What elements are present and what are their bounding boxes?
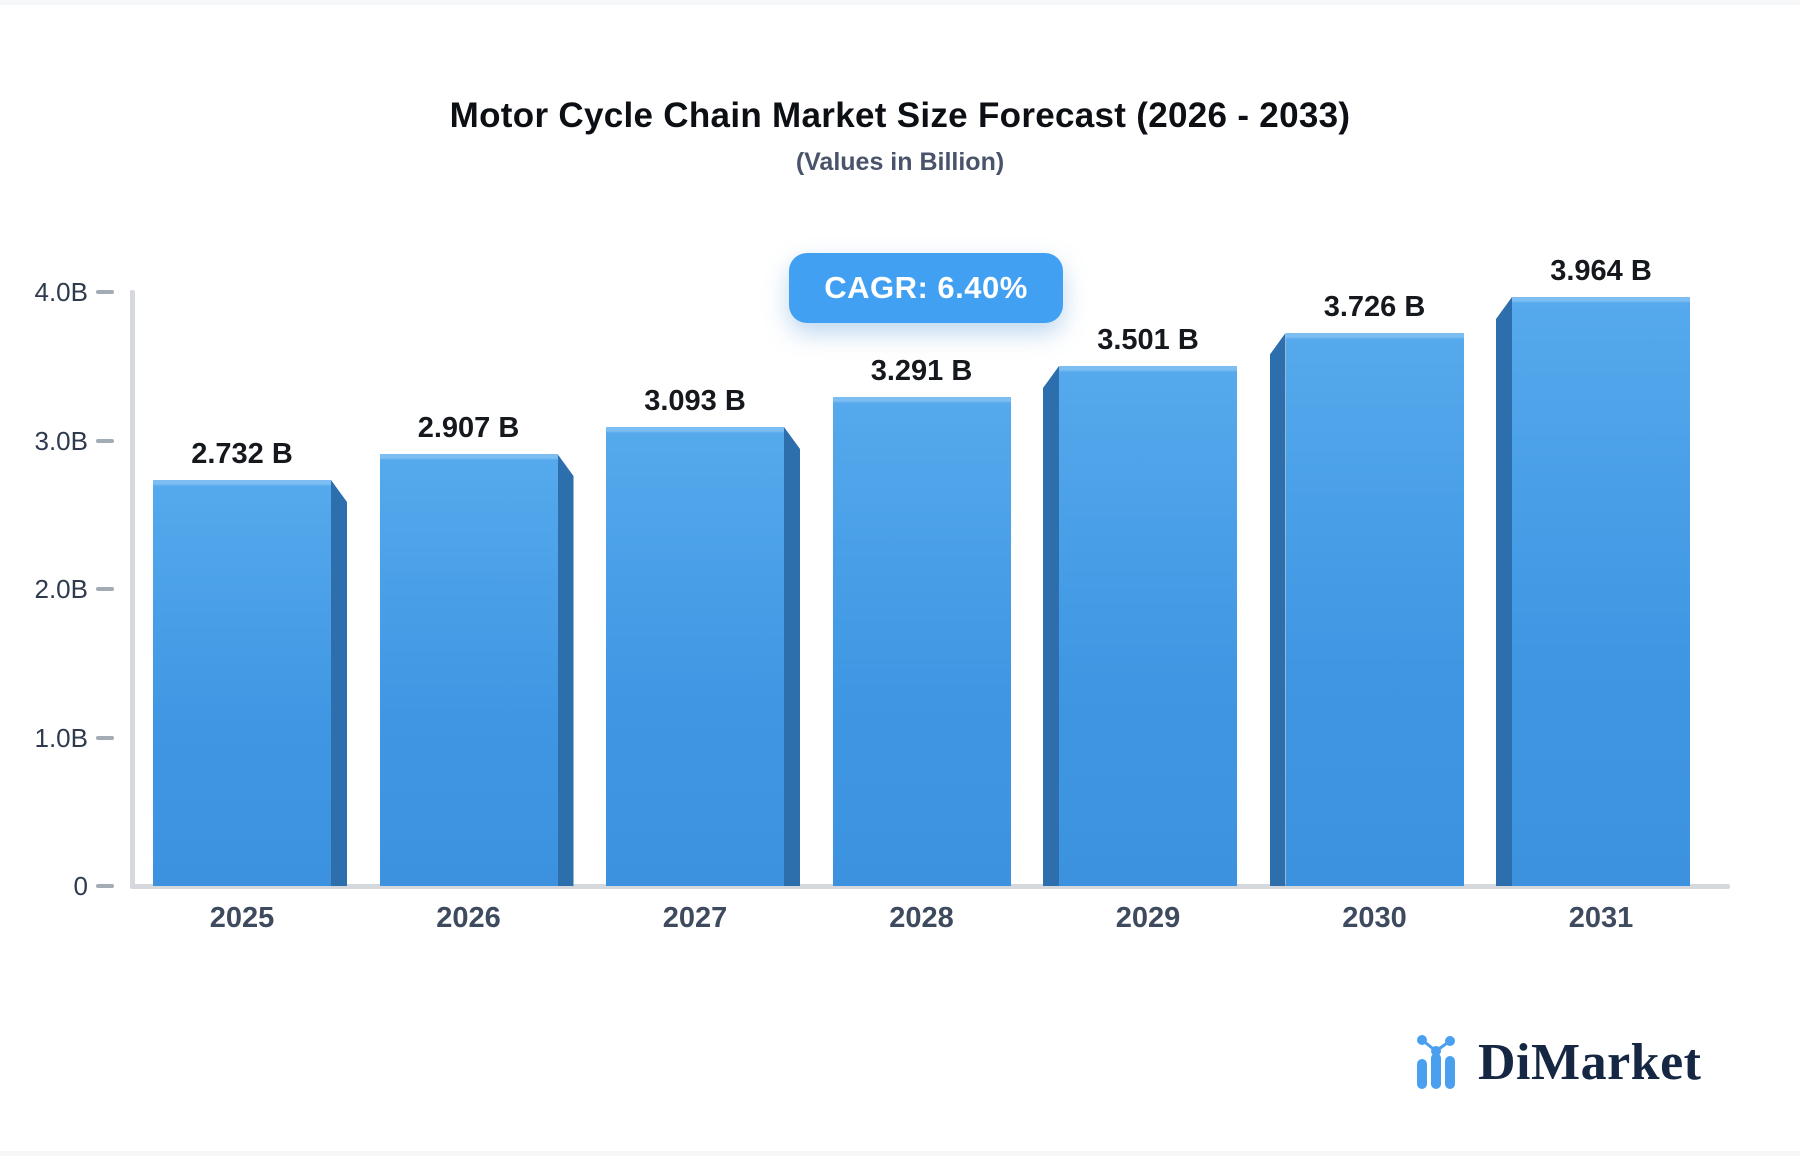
bar-face	[1285, 333, 1464, 886]
bar-side-panel	[784, 427, 800, 886]
y-tick-label: 4.0B	[34, 277, 89, 307]
chart-title: Motor Cycle Chain Market Size Forecast (…	[449, 96, 1351, 135]
bar-value-label: 3.093 B	[644, 385, 746, 417]
y-tick-mark	[96, 290, 114, 294]
y-tick-label: 2.0B	[34, 574, 89, 604]
bar-2031: 3.964 B	[1496, 255, 1690, 886]
y-tick-mark	[96, 587, 114, 591]
bottom-edge-strip	[0, 1151, 1800, 1156]
cagr-badge-label: CAGR: 6.40%	[824, 270, 1028, 305]
bar-side-panel	[331, 480, 347, 886]
bar-2025: 2.732 B	[153, 438, 347, 886]
bar-value-label: 2.732 B	[191, 438, 293, 470]
chart-subtitle: (Values in Billion)	[795, 148, 1005, 176]
x-tick-label-2028: 2028	[889, 902, 954, 934]
x-tick-label-2025: 2025	[209, 902, 275, 934]
mini-bar-line-chart-icon	[1417, 1035, 1455, 1089]
bar-face	[832, 397, 1011, 886]
bar-value-label: 3.291 B	[870, 355, 973, 387]
bar-2028: 3.291 B	[832, 355, 1011, 886]
bar-2030: 3.726 B	[1269, 291, 1464, 886]
bar-value-label: 3.964 B	[1550, 255, 1652, 287]
x-axis-baseline	[130, 884, 1730, 889]
x-tick-label-2026: 2026	[436, 902, 501, 934]
bar-2029: 3.501 B	[1043, 324, 1237, 886]
y-tick-mark	[96, 884, 114, 888]
bar-side-panel	[557, 454, 574, 886]
bar-value-label: 3.726 B	[1323, 291, 1426, 323]
brand-logo: DiMarket	[1415, 1033, 1701, 1091]
bar-face	[379, 454, 558, 886]
bar-face	[1059, 366, 1237, 886]
y-tick-mark	[96, 735, 114, 740]
y-tick-mark	[96, 438, 114, 443]
brand-logo-text: DiMarket	[1478, 1034, 1702, 1091]
x-tick-label-2029: 2029	[1115, 902, 1181, 934]
bar-side-panel	[1496, 297, 1512, 886]
x-tick-label-2030: 2030	[1342, 902, 1407, 934]
y-axis-line	[130, 290, 135, 887]
bar-2027: 3.093 B	[606, 385, 800, 886]
x-tick-label-2031: 2031	[1568, 902, 1634, 934]
bar-value-label: 2.907 B	[417, 412, 520, 444]
x-tick-label-2027: 2027	[662, 902, 728, 934]
y-tick-label: 0	[73, 871, 88, 901]
cagr-badge: CAGR: 6.40%	[789, 253, 1063, 323]
bar-2026: 2.907 B	[379, 412, 574, 886]
y-tick-label: 1.0B	[34, 722, 89, 753]
y-tick-label: 3.0B	[34, 425, 89, 456]
bar-side-panel	[1043, 366, 1059, 886]
top-edge-strip	[0, 0, 1800, 5]
bar-side-panel	[1269, 333, 1286, 886]
bar-value-label: 3.501 B	[1097, 324, 1199, 356]
bar-face	[1512, 297, 1690, 886]
bar-face	[153, 480, 331, 886]
bar-face	[606, 427, 784, 886]
